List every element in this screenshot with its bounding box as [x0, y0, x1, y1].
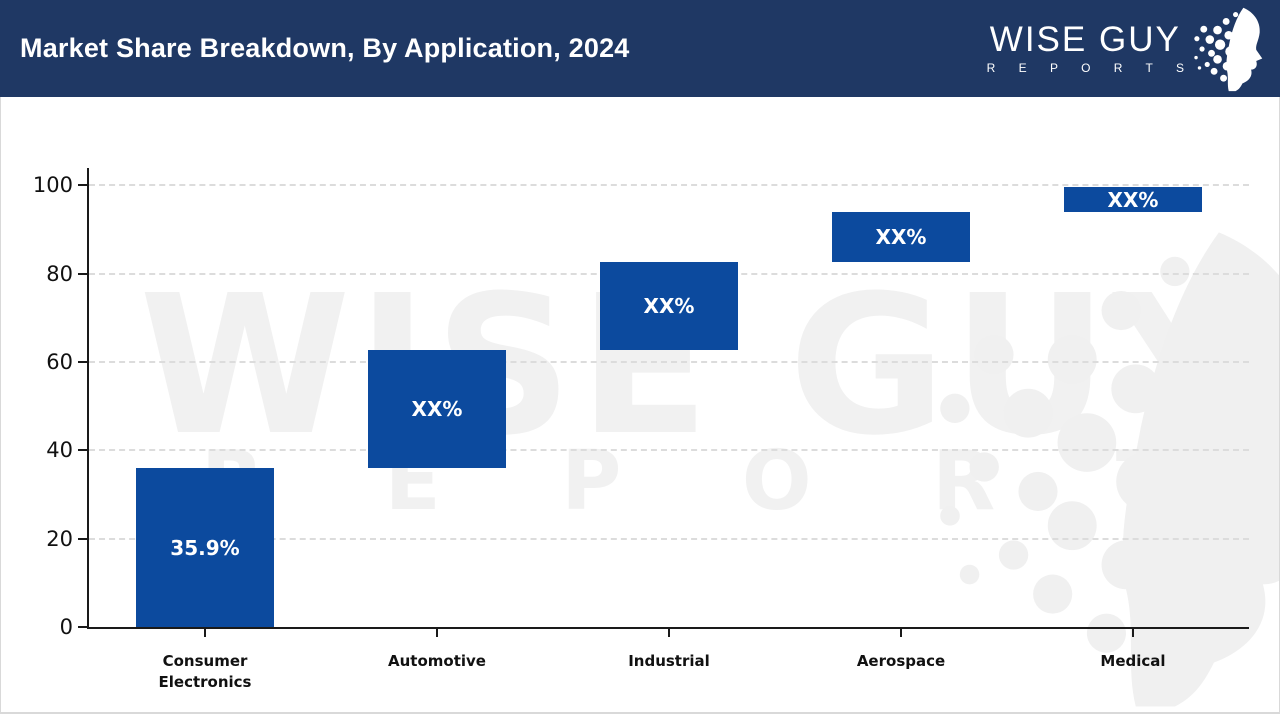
- y-tick-mark: [78, 449, 87, 452]
- chart-title: Market Share Breakdown, By Application, …: [20, 33, 630, 63]
- gridline-60: [89, 360, 1249, 363]
- category-label-3: Industrial: [628, 652, 710, 670]
- gridline-40: [89, 449, 1249, 452]
- category-label-2: Automotive: [388, 652, 486, 670]
- logo-name: WISE GUY: [989, 20, 1181, 59]
- bar-value-label: XX%: [411, 397, 463, 422]
- y-tick-label: 20: [46, 526, 73, 551]
- bar-value-label: 35.9%: [170, 535, 240, 560]
- y-tick-mark: [78, 184, 87, 187]
- y-tick-label: 0: [59, 615, 73, 639]
- wiseguy-logo: WISE GUY R E P O R T S: [977, 6, 1280, 92]
- bar-industrial: [600, 261, 738, 351]
- y-axis-spine: [87, 168, 89, 629]
- y-tick-label: 80: [46, 261, 73, 286]
- category-label-5: Medical: [1100, 652, 1166, 670]
- y-tick-mark: [78, 626, 87, 628]
- gridline-100: [89, 184, 1249, 187]
- x-tick-mark: [204, 629, 206, 637]
- plot-area: 0 20 40 60 80 100 35.9% Consumer Electronics XX% A…: [33, 168, 1249, 691]
- x-tick-mark: [1132, 629, 1134, 637]
- gridline-20: [89, 537, 1249, 540]
- bar-value-label: XX%: [875, 224, 927, 249]
- x-tick-mark: [668, 629, 670, 637]
- y-tick-label: 100: [32, 173, 73, 198]
- bar-value-label: XX%: [1107, 187, 1159, 212]
- logo-subtitle: R E P O R T S: [986, 61, 1194, 75]
- y-tick-mark: [78, 537, 87, 540]
- y-tick-mark: [78, 360, 87, 363]
- bar-medical: [1064, 187, 1202, 213]
- x-tick-mark: [436, 629, 438, 637]
- bar-consumer-electronics: [136, 468, 274, 627]
- bar-aerospace: [832, 212, 970, 262]
- y-tick-label: 40: [46, 438, 73, 463]
- x-tick-mark: [900, 629, 902, 637]
- y-tick-label: 60: [46, 349, 73, 374]
- logo-head-icon: [1194, 7, 1263, 91]
- category-label-4: Aerospace: [856, 652, 946, 670]
- bar-value-label: XX%: [643, 294, 695, 319]
- y-tick-mark: [78, 272, 87, 275]
- category-label-1: Consumer Electronics: [158, 652, 252, 691]
- logo-text: WISE GUY R E P O R T S: [977, 20, 1194, 76]
- header-bar: Market Share Breakdown, By Application, …: [0, 0, 1280, 97]
- watermark-head-icon: [940, 232, 1279, 707]
- bar-automotive: [368, 350, 506, 469]
- x-axis-spine: [87, 627, 1249, 629]
- chart-canvas: WISE GUY R E P O R T S 0 20 40 60 80 100 35.9%…: [0, 97, 1280, 714]
